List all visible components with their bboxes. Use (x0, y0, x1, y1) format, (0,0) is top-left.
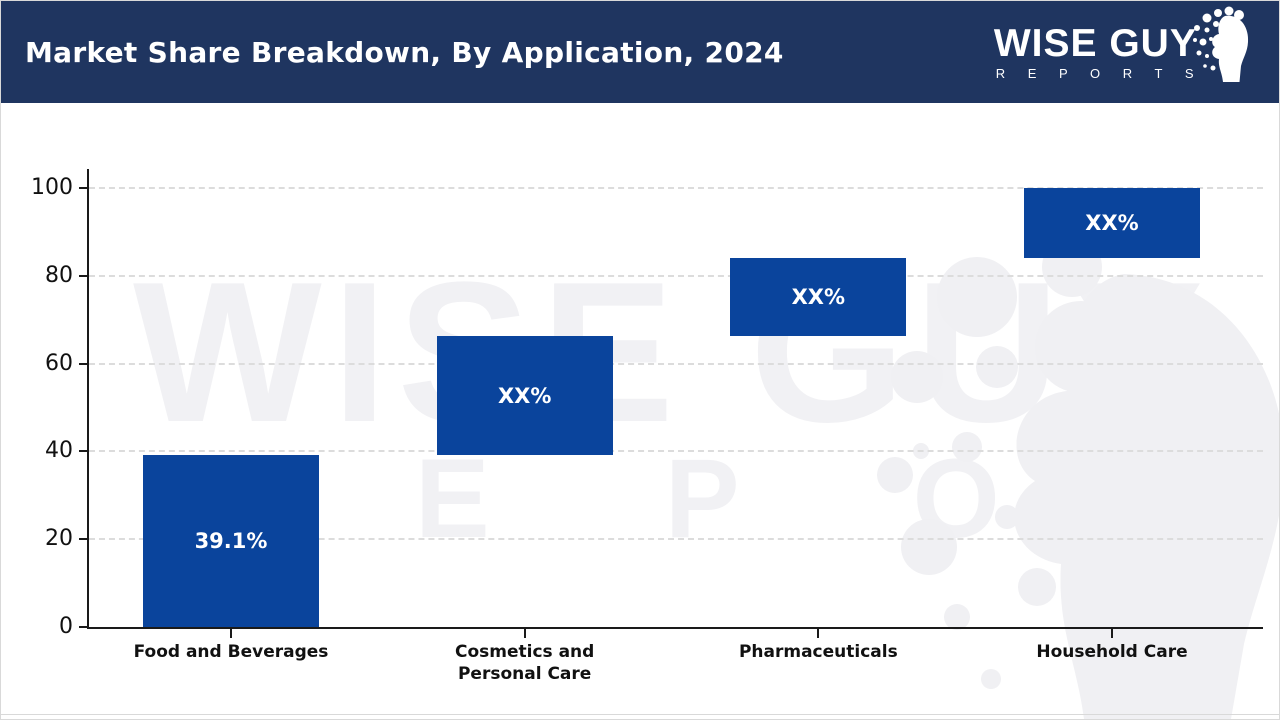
bar-segment (143, 455, 319, 627)
ytick-mark-60 (79, 362, 88, 365)
logo-wordmark: WISE GUY (993, 21, 1197, 65)
bar-segment (730, 257, 907, 337)
ytick-mark-20 (79, 538, 88, 541)
xtick-mark (230, 629, 232, 638)
xtick-mark (817, 629, 820, 638)
category-label: Household Care (1036, 642, 1188, 662)
gridline-y-20 (89, 538, 1263, 541)
category-label: Food and Beverages (133, 642, 329, 662)
xtick-mark (523, 629, 526, 638)
gridline-y-60 (89, 362, 1263, 365)
bar-value-label: 39.1% (194, 529, 268, 554)
logo-head-icon (1193, 6, 1249, 83)
bottom-rule (1, 714, 1279, 715)
category-label: Cosmetics and Personal Care (454, 642, 595, 685)
bar-value-label: XX% (1085, 210, 1139, 235)
page-title: Market Share Breakdown, By Application, … (25, 35, 784, 69)
bar-segment (1024, 188, 1200, 258)
gridline-y-40 (89, 450, 1263, 453)
ytick-label-80: 80 (45, 262, 73, 288)
ytick-label-60: 60 (45, 350, 73, 376)
ytick-label-40: 40 (45, 438, 73, 464)
logo: WISE GUY R E P O R T S (988, 6, 1251, 98)
gridline-y-80 (89, 274, 1263, 277)
ytick-mark-80 (79, 274, 88, 277)
ytick-mark-100 (79, 187, 88, 189)
xtick-mark (1111, 629, 1113, 638)
header-band: Market Share Breakdown, By Application, … (1, 1, 1279, 103)
logo-text: WISE GUY R E P O R T S (988, 24, 1203, 81)
y-axis-spine (87, 169, 89, 629)
bar-value-label: XX% (791, 285, 846, 310)
bar-value-label: XX% (497, 383, 552, 408)
bar-segment (436, 336, 613, 456)
ytick-label-20: 20 (45, 526, 73, 552)
logo-subtitle: R E P O R T S (995, 65, 1203, 81)
ytick-mark-0 (79, 626, 88, 628)
x-axis-spine (87, 627, 1263, 629)
ytick-label-0: 0 (59, 614, 73, 639)
gridline-y-100 (89, 187, 1263, 189)
ytick-label-100: 100 (31, 175, 73, 200)
ytick-mark-40 (79, 450, 88, 453)
category-label: Pharmaceuticals (738, 642, 898, 662)
